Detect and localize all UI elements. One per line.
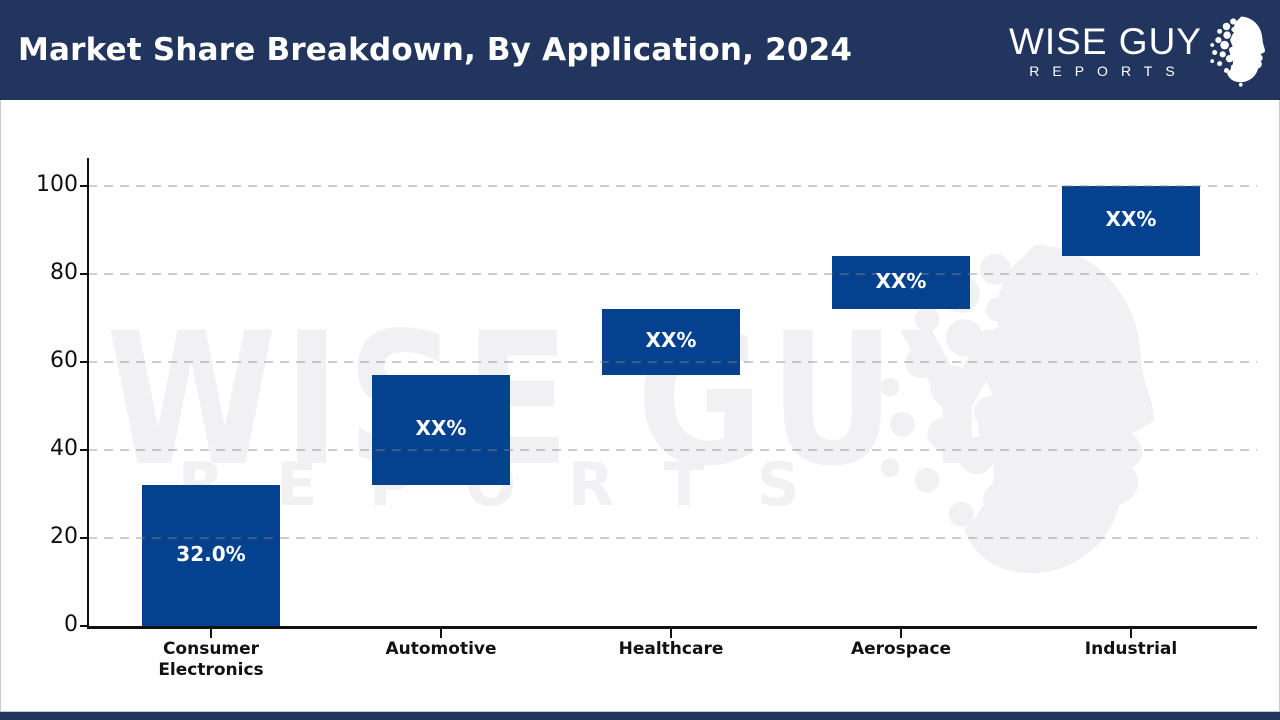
bar-consumer-electronics — [142, 485, 280, 626]
y-tick-20 — [80, 537, 88, 539]
chart-title: Market Share Breakdown, By Application, … — [18, 32, 853, 68]
y-tick-40 — [80, 449, 88, 451]
y-tick-label-60: 60 — [50, 348, 78, 373]
x-tick-automotive — [440, 629, 442, 638]
x-axis-label-automotive: Automotive — [385, 639, 497, 659]
y-tick-label-80: 80 — [50, 260, 78, 285]
header-band: Market Share Breakdown, By Application, … — [0, 0, 1280, 100]
bar-value-label-healthcare: XX% — [645, 328, 697, 353]
x-axis-line — [87, 626, 1257, 629]
y-tick-100 — [80, 185, 88, 187]
bar-value-label-consumer-electronics: 32.0% — [176, 541, 246, 566]
y-tick-label-40: 40 — [50, 436, 78, 461]
bar-value-label-automotive: XX% — [415, 416, 467, 441]
x-tick-aerospace — [900, 629, 902, 638]
y-tick-label-100: 100 — [36, 172, 78, 197]
y-tick-80 — [80, 273, 88, 275]
y-tick-label-20: 20 — [50, 524, 78, 549]
x-axis-label-aerospace: Aerospace — [850, 639, 952, 659]
bar-value-label-aerospace: XX% — [875, 268, 927, 293]
bar-aerospace — [832, 256, 970, 310]
bottom-border — [0, 711, 1280, 712]
x-tick-consumer-electronics — [210, 629, 212, 638]
logo-wordmark: WISE GUY — [1008, 20, 1202, 62]
x-axis-label-industrial: Industrial — [1084, 639, 1178, 659]
x-tick-industrial — [1130, 629, 1132, 638]
x-axis-label-consumer-electronics: Consumer Electronics — [158, 639, 264, 680]
y-tick-0 — [80, 625, 88, 627]
wiseguy-logo: WISE GUY REPORTS — [1009, 0, 1268, 100]
gridline-20 — [88, 537, 1257, 539]
x-tick-healthcare — [670, 629, 672, 638]
y-axis-line — [87, 158, 89, 627]
bar-automotive — [372, 375, 510, 486]
watermark-wordmark: WISE GUY — [106, 293, 1020, 507]
footer-band — [0, 712, 1280, 720]
x-axis-label-healthcare: Healthcare — [618, 639, 724, 659]
bar-value-label-industrial: XX% — [1105, 207, 1157, 232]
gridline-60 — [88, 361, 1257, 363]
y-tick-label-0: 0 — [64, 612, 78, 637]
wiseguy-logo-text: WISE GUY REPORTS — [1009, 23, 1202, 78]
gridline-100 — [88, 185, 1257, 187]
bar-healthcare — [602, 309, 740, 376]
wiseguy-head-icon — [1210, 16, 1265, 87]
gridline-40 — [88, 449, 1257, 451]
logo-subtext: REPORTS — [1029, 62, 1188, 79]
y-tick-60 — [80, 361, 88, 363]
bar-industrial — [1062, 186, 1200, 257]
gridline-80 — [88, 273, 1257, 275]
